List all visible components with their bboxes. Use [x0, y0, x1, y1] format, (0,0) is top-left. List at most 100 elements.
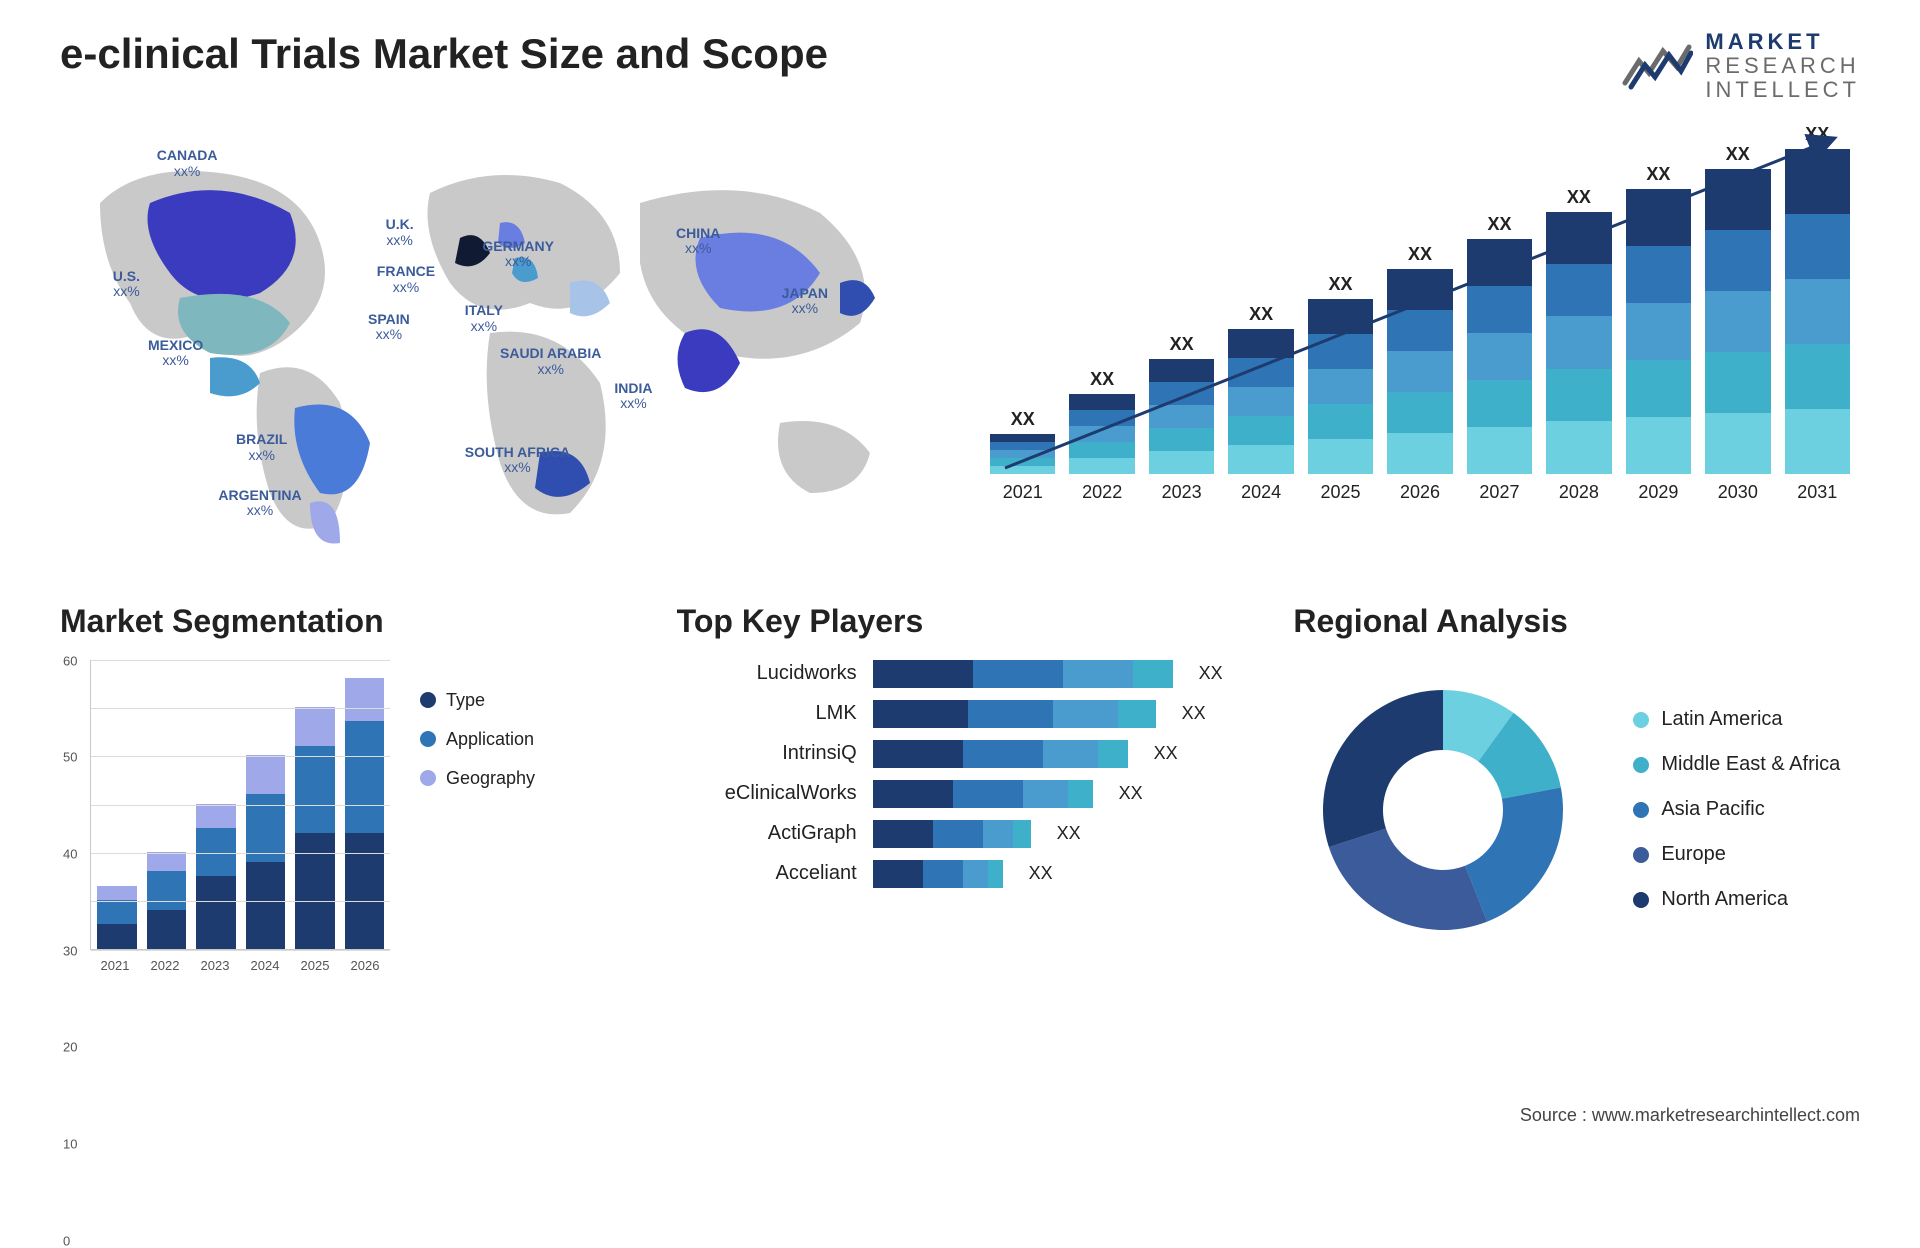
- growth-bar-value-label: XX: [1090, 369, 1114, 390]
- growth-bar-column: XX 2023: [1149, 334, 1214, 503]
- legend-item: Latin America: [1633, 708, 1840, 731]
- logo-icon: [1621, 39, 1693, 93]
- segmentation-bar-column: [345, 678, 385, 949]
- growth-bar-value-label: XX: [1567, 187, 1591, 208]
- key-players-chart: Lucidworks XX LMK XX IntrinsiQ XX eClinicalWor…: [677, 660, 1244, 888]
- growth-bar-year-label: 2024: [1241, 482, 1281, 503]
- regional-title: Regional Analysis: [1293, 603, 1860, 640]
- legend-item: North America: [1633, 888, 1840, 911]
- growth-stacked-bar-chart: XX2021XX2022XX2023XX2024XX2025XX2026XX20…: [980, 123, 1860, 503]
- key-player-value: XX: [1057, 823, 1081, 844]
- map-label: MEXICOxx%: [148, 338, 203, 369]
- donut-slice: [1323, 690, 1443, 847]
- legend-item: Asia Pacific: [1633, 798, 1840, 821]
- map-label: SOUTH AFRICAxx%: [465, 445, 570, 476]
- key-player-value: XX: [1029, 863, 1053, 884]
- segmentation-legend: Type Application Geography: [420, 660, 535, 789]
- map-label: U.S.xx%: [113, 269, 140, 300]
- segmentation-panel: Market Segmentation 0102030405060 202120…: [60, 603, 627, 1023]
- donut-slice: [1329, 828, 1487, 929]
- growth-bar-year-label: 2027: [1479, 482, 1519, 503]
- growth-bar-year-label: 2028: [1559, 482, 1599, 503]
- segmentation-chart: 0102030405060 202120222023202420252026: [60, 660, 390, 980]
- segmentation-year-label: 2026: [340, 952, 390, 980]
- key-player-row: IntrinsiQ XX: [677, 740, 1244, 768]
- map-label: CANADAxx%: [157, 148, 218, 179]
- segmentation-bar-column: [295, 707, 335, 949]
- key-player-row: ActiGraphXX: [677, 820, 1244, 848]
- growth-bar-column: XX 2026: [1387, 244, 1452, 503]
- segmentation-bar-column: [196, 804, 236, 949]
- legend-item: Europe: [1633, 843, 1840, 866]
- segmentation-year-label: 2023: [190, 952, 240, 980]
- growth-bar-value-label: XX: [1726, 144, 1750, 165]
- map-label: ARGENTINAxx%: [218, 488, 301, 519]
- map-label: BRAZILxx%: [236, 432, 287, 463]
- key-player-row: Lucidworks XX: [677, 660, 1244, 688]
- legend-item: Middle East & Africa: [1633, 753, 1840, 776]
- segmentation-title: Market Segmentation: [60, 603, 627, 640]
- growth-bar-column: XX2024: [1228, 304, 1293, 503]
- logo-line-3: INTELLECT: [1705, 78, 1860, 102]
- map-label: U.K.xx%: [386, 217, 414, 248]
- growth-bar-value-label: XX: [1487, 214, 1511, 235]
- growth-bar-column: XX 2031: [1785, 124, 1850, 503]
- growth-bar-column: XX 2025: [1308, 274, 1373, 503]
- key-player-name: IntrinsiQ: [677, 742, 857, 765]
- growth-bar-year-label: 2030: [1718, 482, 1758, 503]
- segmentation-year-label: 2022: [140, 952, 190, 980]
- header: e-clinical Trials Market Size and Scope …: [60, 30, 1860, 103]
- legend-item: Application: [420, 729, 535, 750]
- logo-line-1: MARKET: [1705, 30, 1860, 54]
- growth-bar-column: XX 2028: [1546, 187, 1611, 503]
- page-title: e-clinical Trials Market Size and Scope: [60, 30, 828, 78]
- key-player-row: Acceliant XX: [677, 860, 1244, 888]
- legend-item: Geography: [420, 768, 535, 789]
- world-map-panel: CANADAxx% U.S.xx% MEXICOxx% BRAZILxx% ARGENT…: [60, 123, 940, 553]
- growth-bar-year-label: 2026: [1400, 482, 1440, 503]
- key-player-name: Acceliant: [677, 862, 857, 885]
- regional-panel: Regional Analysis Latin America Middle Ea…: [1293, 603, 1860, 1023]
- growth-bar-column: XX 2030: [1705, 144, 1770, 503]
- brand-logo: MARKET RESEARCH INTELLECT: [1621, 30, 1860, 103]
- key-player-name: eClinicalWorks: [677, 782, 857, 805]
- growth-bar-year-label: 2025: [1321, 482, 1361, 503]
- key-player-name: LMK: [677, 702, 857, 725]
- segmentation-year-label: 2021: [90, 952, 140, 980]
- growth-bar-year-label: 2021: [1003, 482, 1043, 503]
- key-player-row: eClinicalWorksXX: [677, 780, 1244, 808]
- growth-bar-value-label: XX: [1805, 124, 1829, 145]
- key-players-panel: Top Key Players LucidworksXXLMKXXIntrins…: [677, 603, 1244, 1023]
- growth-bar-year-label: 2023: [1162, 482, 1202, 503]
- map-label: ITALYxx%: [465, 303, 503, 334]
- key-player-value: XX: [1199, 663, 1223, 684]
- map-label: SAUDI ARABIAxx%: [500, 346, 601, 377]
- map-label: INDIAxx%: [614, 381, 652, 412]
- growth-bar-value-label: XX: [1646, 164, 1670, 185]
- key-player-name: Lucidworks: [677, 662, 857, 685]
- growth-bar-value-label: XX: [1011, 409, 1035, 430]
- map-label: JAPANxx%: [782, 286, 828, 317]
- growth-bar-value-label: XX: [1329, 274, 1353, 295]
- donut-slice: [1465, 787, 1563, 921]
- growth-bar-value-label: XX: [1170, 334, 1194, 355]
- key-player-value: XX: [1154, 743, 1178, 764]
- growth-bar-year-label: 2031: [1797, 482, 1837, 503]
- regional-legend: Latin America Middle East & Africa Asia Pa…: [1633, 708, 1840, 911]
- growth-chart-panel: XX2021XX2022XX2023XX2024XX2025XX2026XX20…: [980, 123, 1860, 553]
- growth-bar-year-label: 2022: [1082, 482, 1122, 503]
- key-player-row: LMK XX: [677, 700, 1244, 728]
- legend-item: Type: [420, 690, 535, 711]
- map-label: GERMANYxx%: [482, 239, 554, 270]
- growth-bar-column: XX 2027: [1467, 214, 1532, 503]
- regional-donut-chart: [1293, 660, 1593, 960]
- growth-bar-column: XX 2029: [1626, 164, 1691, 503]
- growth-bar-year-label: 2029: [1638, 482, 1678, 503]
- logo-line-2: RESEARCH: [1705, 54, 1860, 78]
- source-label: Source : www.marketresearchintellect.com: [1520, 1105, 1860, 1126]
- map-label: CHINAxx%: [676, 226, 720, 257]
- growth-bar-value-label: XX: [1408, 244, 1432, 265]
- growth-bar-column: XX 2021: [990, 409, 1055, 503]
- growth-bar-column: XX 2022: [1069, 369, 1134, 503]
- key-player-value: XX: [1182, 703, 1206, 724]
